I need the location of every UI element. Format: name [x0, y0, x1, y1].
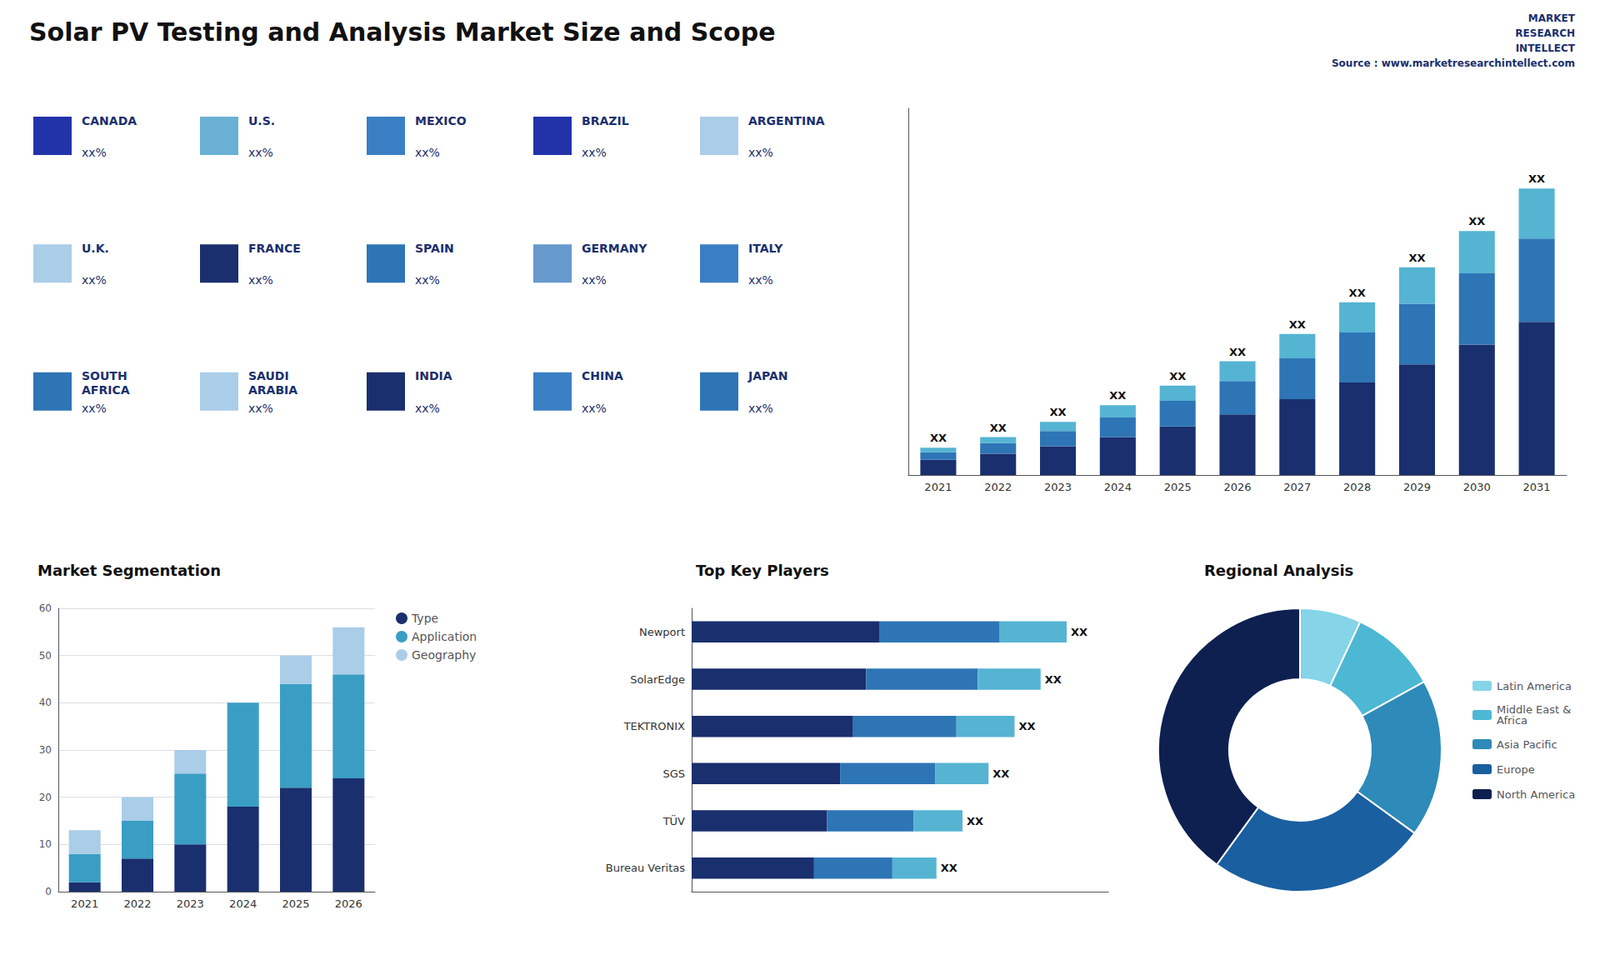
- svg-text:20: 20: [39, 791, 52, 804]
- svg-text:xx%: xx%: [81, 145, 107, 160]
- svg-text:Market Segmentation: Market Segmentation: [37, 561, 221, 580]
- svg-text:FRANCE: FRANCE: [248, 241, 301, 255]
- svg-text:Middle East &: Middle East &: [1496, 703, 1572, 716]
- svg-text:40: 40: [39, 696, 52, 709]
- svg-text:XX: XX: [1019, 720, 1036, 733]
- svg-text:Regional Analysis: Regional Analysis: [1204, 561, 1354, 580]
- svg-text:XX: XX: [930, 431, 947, 445]
- svg-text:XX: XX: [1070, 625, 1088, 639]
- svg-text:ARABIA: ARABIA: [248, 383, 298, 397]
- svg-text:INTELLECT: INTELLECT: [1515, 42, 1576, 55]
- svg-text:xx%: xx%: [81, 401, 107, 415]
- svg-text:Asia Pacific: Asia Pacific: [1496, 738, 1558, 751]
- svg-text:50: 50: [39, 650, 52, 662]
- svg-text:2022: 2022: [123, 897, 151, 910]
- svg-text:2028: 2028: [1343, 480, 1371, 494]
- svg-text:XX: XX: [1349, 286, 1366, 300]
- svg-text:XX: XX: [940, 861, 958, 875]
- svg-text:SPAIN: SPAIN: [415, 241, 455, 255]
- svg-text:SolarEdge: SolarEdge: [630, 673, 685, 686]
- svg-text:XX: XX: [1468, 215, 1485, 228]
- svg-text:BRAZIL: BRAZIL: [581, 114, 630, 128]
- svg-text:xx%: xx%: [248, 401, 274, 415]
- svg-text:North America: North America: [1496, 788, 1575, 801]
- svg-text:ITALY: ITALY: [748, 241, 784, 255]
- svg-text:XX: XX: [1050, 405, 1067, 419]
- svg-text:xx%: xx%: [415, 273, 440, 287]
- svg-text:2022: 2022: [984, 480, 1012, 494]
- svg-text:xx%: xx%: [748, 401, 774, 415]
- svg-text:2023: 2023: [1044, 480, 1072, 494]
- svg-text:TEKTRONIX: TEKTRONIX: [623, 720, 685, 733]
- svg-text:Application: Application: [411, 630, 477, 644]
- svg-text:GERMANY: GERMANY: [581, 241, 648, 255]
- svg-text:Top Key Players: Top Key Players: [695, 561, 830, 580]
- svg-text:MEXICO: MEXICO: [415, 114, 467, 128]
- svg-text:xx%: xx%: [415, 401, 440, 415]
- svg-text:30: 30: [39, 744, 52, 756]
- svg-text:Source : www.marketresearchint: Source : www.marketresearchintellect.com: [1331, 57, 1575, 70]
- svg-text:INDIA: INDIA: [415, 369, 453, 383]
- svg-text:Geography: Geography: [411, 648, 476, 662]
- svg-text:2024: 2024: [229, 897, 257, 910]
- svg-text:XX: XX: [1528, 172, 1545, 185]
- svg-text:XX: XX: [992, 767, 1010, 780]
- svg-text:JAPAN: JAPAN: [747, 369, 789, 383]
- svg-text:2031: 2031: [1523, 480, 1551, 494]
- svg-text:AFRICA: AFRICA: [81, 383, 130, 397]
- svg-text:2021: 2021: [924, 480, 952, 494]
- svg-text:xx%: xx%: [748, 273, 774, 287]
- svg-text:XX: XX: [1289, 318, 1306, 331]
- svg-text:Africa: Africa: [1496, 714, 1528, 727]
- svg-text:XX: XX: [1408, 251, 1425, 265]
- svg-text:2025: 2025: [1164, 480, 1192, 494]
- svg-text:2029: 2029: [1403, 480, 1431, 494]
- svg-text:CHINA: CHINA: [581, 369, 624, 383]
- svg-text:xx%: xx%: [81, 273, 107, 287]
- svg-text:xx%: xx%: [248, 273, 274, 287]
- svg-text:2024: 2024: [1104, 480, 1132, 494]
- svg-text:2023: 2023: [176, 897, 205, 910]
- svg-text:TÜV: TÜV: [662, 814, 685, 828]
- svg-text:xx%: xx%: [581, 401, 607, 415]
- svg-text:60: 60: [39, 602, 52, 615]
- svg-text:XX: XX: [1169, 370, 1186, 383]
- svg-text:XX: XX: [966, 815, 984, 828]
- svg-text:xx%: xx%: [248, 145, 274, 160]
- svg-text:SGS: SGS: [662, 767, 685, 780]
- svg-text:XX: XX: [1045, 673, 1062, 686]
- svg-text:xx%: xx%: [581, 273, 607, 287]
- svg-text:2026: 2026: [1223, 480, 1251, 494]
- svg-text:XX: XX: [990, 421, 1007, 435]
- svg-text:2030: 2030: [1463, 480, 1491, 494]
- svg-text:2025: 2025: [281, 897, 310, 910]
- svg-text:Newport: Newport: [639, 625, 685, 639]
- svg-text:SOUTH: SOUTH: [81, 369, 128, 383]
- svg-text:Type: Type: [410, 611, 439, 625]
- svg-text:Latin America: Latin America: [1496, 680, 1572, 693]
- svg-text:Solar PV Testing and Analysis: Solar PV Testing and Analysis Market Siz…: [29, 17, 776, 47]
- svg-text:RESEARCH: RESEARCH: [1515, 27, 1575, 40]
- svg-text:XX: XX: [1109, 389, 1126, 402]
- svg-text:2026: 2026: [335, 897, 363, 910]
- svg-text:Europe: Europe: [1496, 763, 1535, 776]
- svg-text:xx%: xx%: [415, 145, 440, 160]
- svg-text:2021: 2021: [70, 897, 99, 910]
- svg-text:U.S.: U.S.: [248, 114, 275, 128]
- svg-text:MARKET: MARKET: [1528, 12, 1576, 25]
- svg-text:ARGENTINA: ARGENTINA: [748, 114, 825, 128]
- svg-text:10: 10: [39, 838, 52, 850]
- svg-text:xx%: xx%: [748, 145, 774, 160]
- svg-text:0: 0: [45, 885, 52, 898]
- svg-text:xx%: xx%: [581, 145, 607, 160]
- svg-text:U.K.: U.K.: [81, 241, 110, 255]
- svg-text:2027: 2027: [1283, 480, 1311, 494]
- svg-text:SAUDI: SAUDI: [248, 369, 290, 383]
- svg-text:CANADA: CANADA: [81, 114, 137, 128]
- svg-text:Bureau Veritas: Bureau Veritas: [605, 861, 685, 875]
- svg-text:XX: XX: [1229, 345, 1246, 359]
